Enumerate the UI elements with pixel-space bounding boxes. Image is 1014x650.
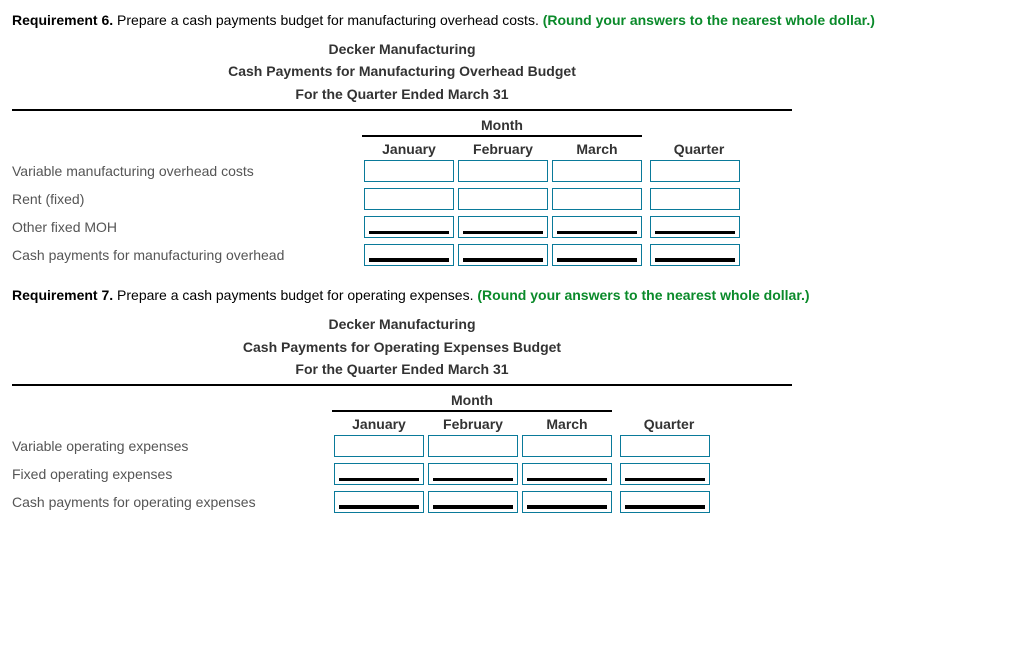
table-row: Variable manufacturing overhead costs <box>12 157 1002 185</box>
req6-period: For the Quarter Ended March 31 <box>12 83 792 105</box>
input-cell[interactable] <box>364 216 454 238</box>
input-cell[interactable] <box>620 491 710 513</box>
req6-budget: Decker Manufacturing Cash Payments for M… <box>12 38 1002 269</box>
row-label-var-opex: Variable operating expenses <box>12 438 332 454</box>
input-cell[interactable] <box>364 160 454 182</box>
table-row: Variable operating expenses <box>12 432 1002 460</box>
input-cell[interactable] <box>364 188 454 210</box>
input-cell[interactable] <box>428 435 518 457</box>
row-label-other-moh: Other fixed MOH <box>12 219 362 235</box>
req7-title: Cash Payments for Operating Expenses Bud… <box>12 336 792 358</box>
req6-title: Cash Payments for Manufacturing Overhead… <box>12 60 792 82</box>
input-cell[interactable] <box>522 435 612 457</box>
input-cell[interactable] <box>650 160 740 182</box>
row-label-total-moh: Cash payments for manufacturing overhead <box>12 247 362 263</box>
req6-label: Requirement 6. <box>12 12 113 28</box>
req7-budget: Decker Manufacturing Cash Payments for O… <box>12 313 1002 516</box>
req7-period: For the Quarter Ended March 31 <box>12 358 792 380</box>
table-row: Cash payments for manufacturing overhead <box>12 241 1002 269</box>
col-quarter: Quarter <box>622 416 716 432</box>
col-quarter: Quarter <box>652 141 746 157</box>
input-cell[interactable] <box>552 188 642 210</box>
input-cell[interactable] <box>650 188 740 210</box>
col-march: March <box>520 416 614 432</box>
input-cell[interactable] <box>428 463 518 485</box>
input-cell[interactable] <box>522 463 612 485</box>
table-row: Fixed operating expenses <box>12 460 1002 488</box>
input-cell[interactable] <box>552 244 642 266</box>
header-rule <box>12 109 792 111</box>
requirement-6-line: Requirement 6. Prepare a cash payments b… <box>12 12 1002 28</box>
col-february: February <box>456 141 550 157</box>
row-label-fixed-opex: Fixed operating expenses <box>12 466 332 482</box>
req7-note: (Round your answers to the nearest whole… <box>477 287 809 303</box>
table-row: Other fixed MOH <box>12 213 1002 241</box>
input-cell[interactable] <box>458 216 548 238</box>
input-cell[interactable] <box>650 216 740 238</box>
input-cell[interactable] <box>650 244 740 266</box>
input-cell[interactable] <box>364 244 454 266</box>
col-february: February <box>426 416 520 432</box>
req6-col-headers: January February March Quarter <box>12 141 1002 157</box>
input-cell[interactable] <box>458 160 548 182</box>
requirement-7-line: Requirement 7. Prepare a cash payments b… <box>12 287 1002 303</box>
col-january: January <box>362 141 456 157</box>
input-cell[interactable] <box>620 435 710 457</box>
input-cell[interactable] <box>522 491 612 513</box>
input-cell[interactable] <box>458 244 548 266</box>
req6-text: Prepare a cash payments budget for manuf… <box>117 12 539 28</box>
input-cell[interactable] <box>334 435 424 457</box>
input-cell[interactable] <box>334 463 424 485</box>
row-label-total-opex: Cash payments for operating expenses <box>12 494 332 510</box>
header-rule <box>12 384 792 386</box>
row-label-rent: Rent (fixed) <box>12 191 362 207</box>
input-cell[interactable] <box>334 491 424 513</box>
req6-month-header: Month <box>362 117 642 137</box>
table-row: Rent (fixed) <box>12 185 1002 213</box>
col-march: March <box>550 141 644 157</box>
req6-company: Decker Manufacturing <box>12 38 792 60</box>
req7-label: Requirement 7. <box>12 287 113 303</box>
col-january: January <box>332 416 426 432</box>
input-cell[interactable] <box>552 160 642 182</box>
input-cell[interactable] <box>428 491 518 513</box>
req6-note: (Round your answers to the nearest whole… <box>543 12 875 28</box>
input-cell[interactable] <box>552 216 642 238</box>
table-row: Cash payments for operating expenses <box>12 488 1002 516</box>
req7-text: Prepare a cash payments budget for opera… <box>117 287 473 303</box>
req7-month-header: Month <box>332 392 612 412</box>
req7-company: Decker Manufacturing <box>12 313 792 335</box>
row-label-var-moh: Variable manufacturing overhead costs <box>12 163 362 179</box>
input-cell[interactable] <box>620 463 710 485</box>
req7-col-headers: January February March Quarter <box>12 416 1002 432</box>
input-cell[interactable] <box>458 188 548 210</box>
